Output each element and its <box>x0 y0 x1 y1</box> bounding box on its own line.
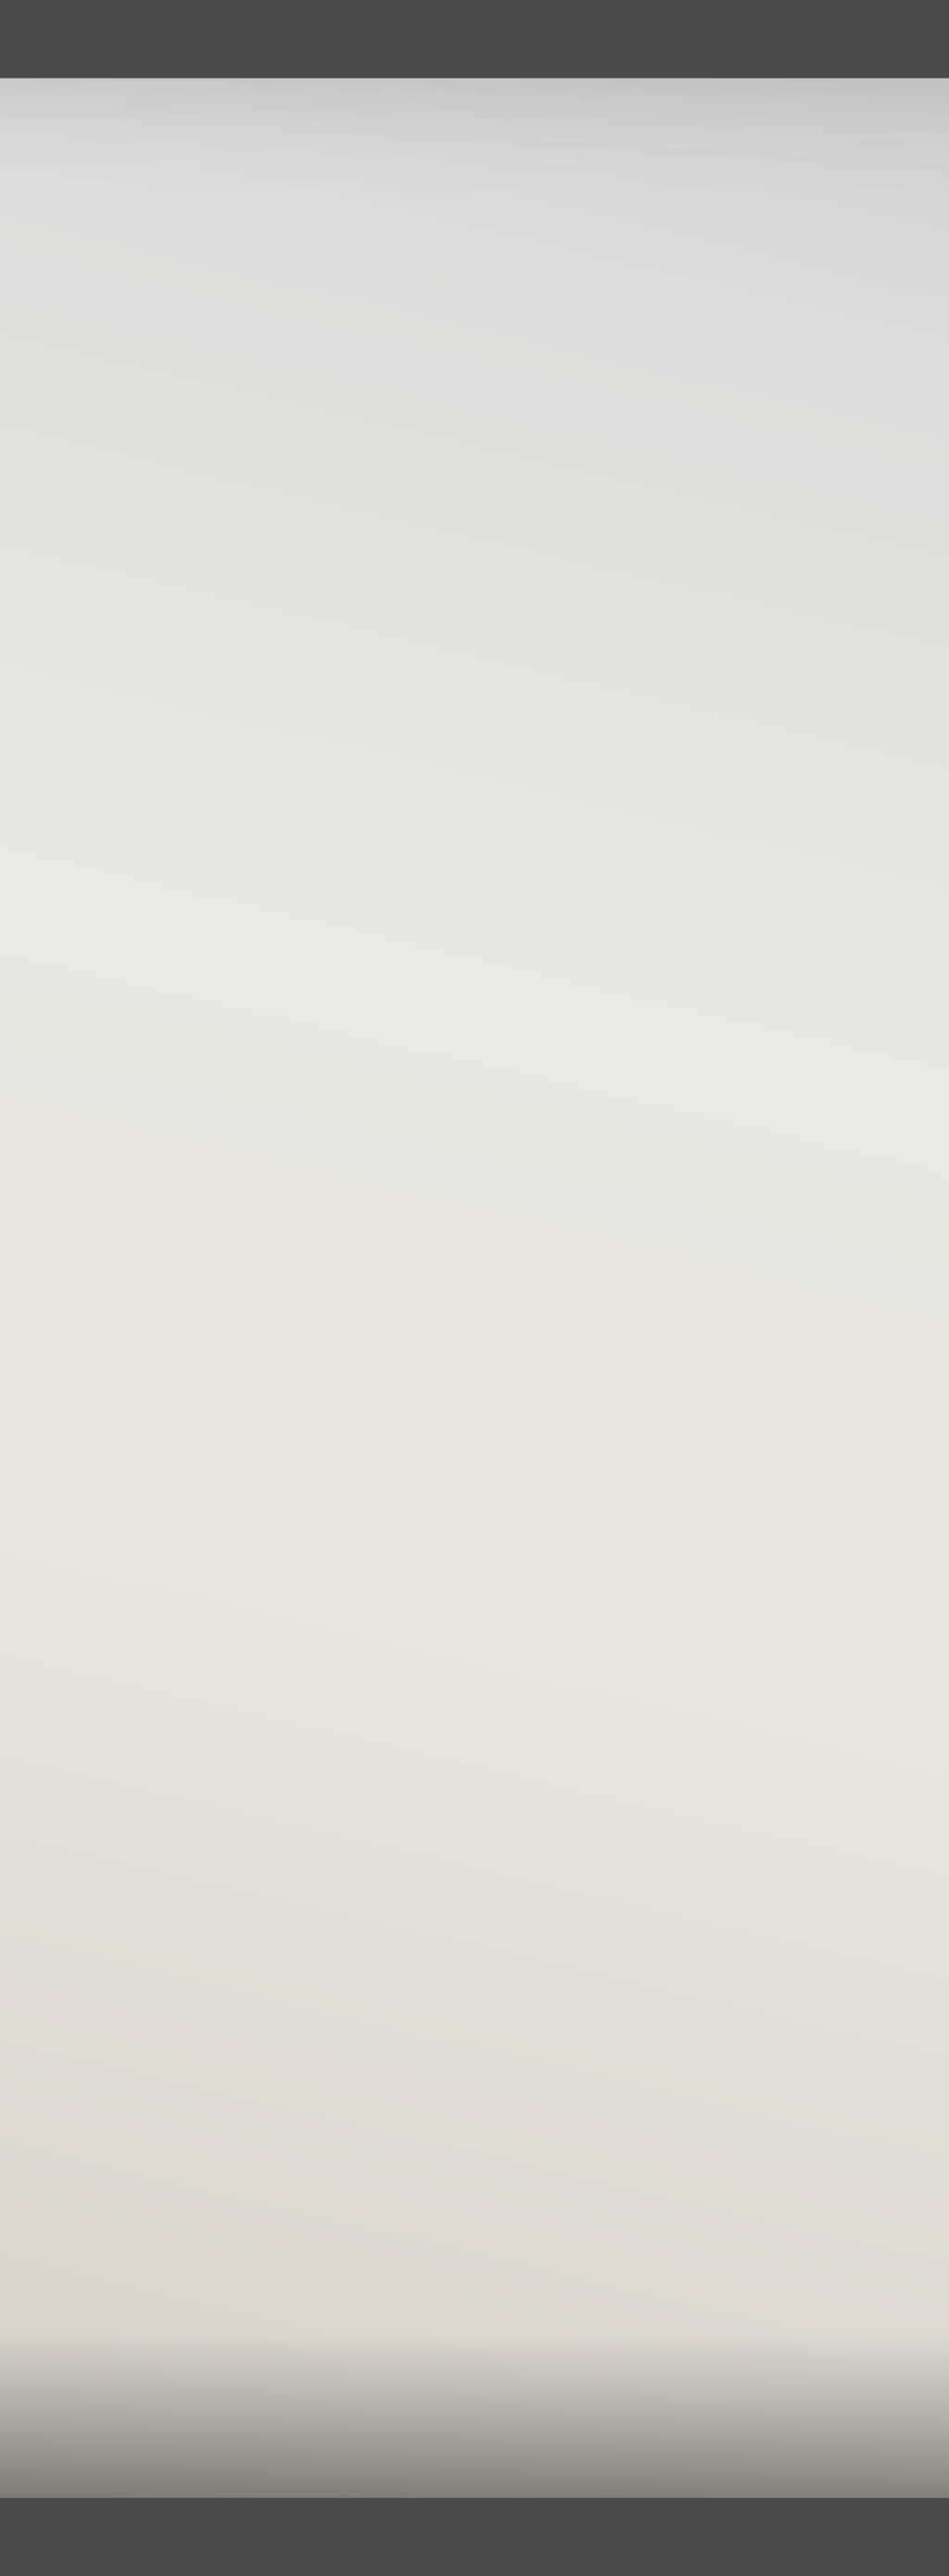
scanned-page: Example 1 : A and B are two wires. The r… <box>0 78 949 2497</box>
page-edge-shadow <box>0 2332 949 2498</box>
